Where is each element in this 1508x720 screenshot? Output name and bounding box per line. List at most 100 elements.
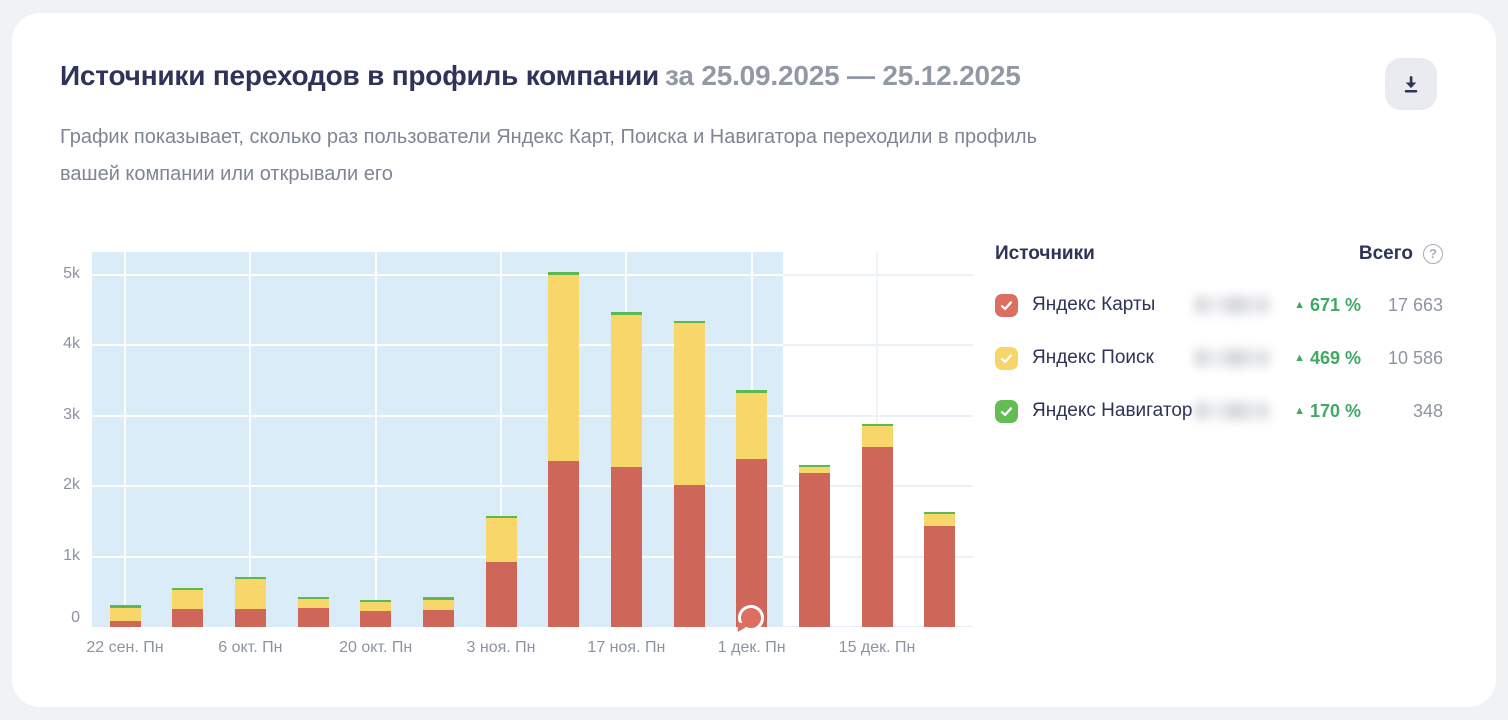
navigator-checkbox[interactable] [995,399,1018,423]
total-navigator: 348 [1412,400,1443,421]
bar-segment-maps[interactable] [172,609,204,627]
delta-percent: 170 % [1309,400,1361,421]
bar-segment-maps[interactable] [422,610,454,627]
bar-segment-navigator[interactable] [736,390,768,393]
checkmark-icon [1000,300,1013,310]
bar-segment-search[interactable] [172,590,204,610]
download-button[interactable] [1385,58,1437,110]
bar-segment-navigator[interactable] [673,320,705,324]
stacked-bar-chart[interactable]: 0 1k 2k 3k 4k 5k 22 сен. Пн 6 окт. Пн 20 окт. Пн… [63,252,973,656]
search-checkbox[interactable] [995,346,1018,370]
up-arrow-icon: ▲ [1294,299,1305,311]
bar-segment-navigator[interactable] [610,311,642,315]
bar-segment-search[interactable] [673,323,705,485]
x-axis-tick-label: 6 окт. Пн [218,639,283,656]
bar-segment-navigator[interactable] [109,605,141,608]
y-axis-tick-label: 0 [71,609,80,626]
legend-sources-heading: Источники [995,243,1095,264]
download-icon [1404,76,1418,93]
bar-segment-navigator[interactable] [297,596,329,600]
bar-segment-navigator[interactable] [861,423,893,427]
bar-segment-search[interactable] [485,518,517,563]
bar-segment-search[interactable] [297,599,329,609]
bar-segment-navigator[interactable] [360,599,392,603]
y-axis-tick-label: 1k [63,546,80,564]
bar-segment-search[interactable] [924,514,956,527]
gridline [92,273,784,276]
gridline [92,344,784,347]
delta-percent: 469 % [1309,347,1361,368]
bar-segment-maps[interactable] [736,458,768,627]
x-axis-tick-label: 22 сен. Пн [86,639,164,656]
delta-percent: 671 % [1309,294,1361,315]
bar-segment-search[interactable] [736,392,768,459]
bar-segment-navigator[interactable] [172,587,204,590]
chart-description: График показывает, сколько раз пользоват… [60,126,1038,185]
gridline [124,252,126,627]
x-axis-tick-label: 15 дек. Пн [838,639,916,656]
maps-checkbox[interactable] [995,293,1018,317]
bar-segment-navigator[interactable] [798,464,830,467]
bar-segment-search[interactable] [234,579,266,610]
y-axis-tick-label: 3k [63,405,80,423]
gridline [92,555,784,558]
bar-segment-maps[interactable] [360,611,392,627]
bar-segment-search[interactable] [109,607,141,621]
legend-label-maps: Яндекс Карты [1032,294,1156,315]
bar-segment-maps[interactable] [548,461,580,627]
delta-navigator: ▲ 170 % [1283,401,1361,422]
page-title-text: Источники переходов в профиль компании [60,60,660,91]
bar-segment-navigator[interactable] [422,597,454,600]
bar-segment-maps[interactable] [798,473,830,627]
bar-segment-search[interactable] [422,599,454,611]
bar-segment-search[interactable] [610,314,642,467]
bar-segment-navigator[interactable] [924,511,956,515]
x-axis-tick-label: 1 дек. Пн [717,639,786,656]
legend-row-maps[interactable]: Яндекс Карты ▲ 671 % 17 663 [995,290,1443,320]
legend-label-navigator: Яндекс Навигатор [1032,400,1193,421]
bar-segment-maps[interactable] [234,609,266,627]
bar-segment-search[interactable] [548,274,580,462]
legend-header: Источники Всего ? [995,241,1443,267]
up-arrow-icon: ▲ [1294,352,1305,364]
bar-segment-maps[interactable] [109,620,141,627]
page-title: Источники переходов в профиль компании за… [60,60,1021,92]
bar-segment-maps[interactable] [297,608,329,627]
bar-segment-navigator[interactable] [485,515,517,519]
bar-segment-search[interactable] [360,602,392,612]
x-axis-tick-label: 3 ноя. Пн [466,639,536,656]
checkmark-icon [1000,353,1013,363]
up-arrow-icon: ▲ [1294,405,1305,417]
comment-marker-tail [737,621,749,632]
delta-search: ▲ 469 % [1283,348,1361,369]
bar-segment-maps[interactable] [610,467,642,627]
comment-marker[interactable] [737,605,764,632]
x-axis-tick-label: 20 окт. Пн [339,639,413,656]
x-axis-tick-label: 17 ноя. Пн [587,639,666,656]
date-range: за 25.09.2025 — 25.12.2025 [665,60,1021,91]
checkmark-icon [1000,406,1013,416]
legend-label-search: Яндекс Поиск [1032,347,1154,368]
bar-segment-maps[interactable] [673,484,705,627]
delta-maps: ▲ 671 % [1283,295,1361,316]
legend-row-search[interactable]: Яндекс Поиск ▲ 469 % 10 586 [995,343,1443,373]
help-icon[interactable]: ? [1423,244,1443,264]
blurred-value [1195,402,1269,420]
blurred-value [1195,349,1269,367]
bar-segment-maps[interactable] [861,447,893,627]
gridline [249,252,252,627]
y-axis-tick-label: 2k [63,476,80,494]
gridline [92,414,784,417]
blurred-value [1195,296,1269,314]
bar-segment-navigator[interactable] [234,576,266,580]
bar-segment-maps[interactable] [924,526,956,627]
total-search: 10 586 [1387,347,1443,368]
bar-segment-navigator[interactable] [548,272,580,275]
legend-row-navigator[interactable]: Яндекс Навигатор ▲ 170 % 348 [995,396,1443,426]
y-axis-tick-label: 5k [63,264,80,282]
bar-segment-search[interactable] [798,467,830,474]
total-maps: 17 663 [1387,294,1443,315]
bar-segment-search[interactable] [861,426,893,448]
y-axis-tick-label: 4k [63,335,80,353]
bar-segment-maps[interactable] [485,562,517,627]
